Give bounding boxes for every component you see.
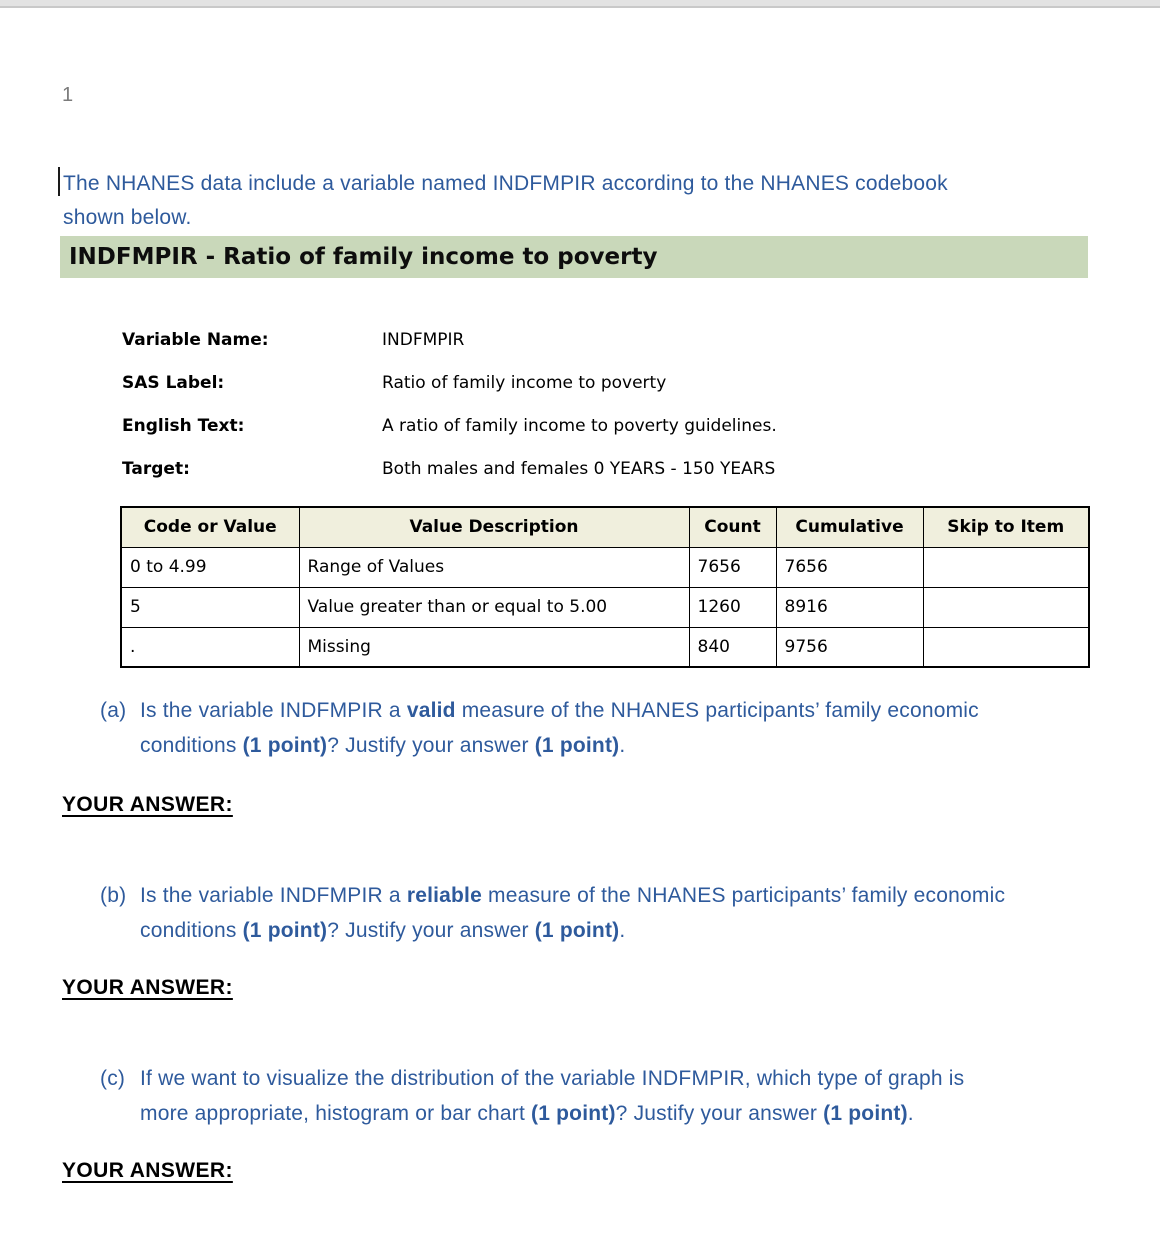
codebook-table: Code or Value Value Description Count Cumul… xyxy=(120,506,1090,668)
question-c: (c) If we want to visualize the distribu… xyxy=(100,1062,1110,1131)
text-line: If we want to visualize the distribution… xyxy=(140,1067,965,1090)
question-text: If we want to visualize the distribution… xyxy=(140,1062,1110,1131)
codebook-fields: Variable Name: INDFMPIR SAS Label: Ratio of… xyxy=(122,330,777,502)
table-row: . Missing 840 9756 xyxy=(120,626,1090,668)
table-cell: 840 xyxy=(688,626,777,668)
table-cell: Range of Values xyxy=(298,546,690,588)
question-a: (a) Is the variable INDFMPIR a valid mea… xyxy=(100,694,1110,763)
question-label: (c) xyxy=(100,1067,126,1090)
text-cursor xyxy=(58,167,60,196)
table-cell: 0 to 4.99 xyxy=(120,546,300,588)
field-label: English Text: xyxy=(122,416,245,436)
table-cell: 7656 xyxy=(775,546,924,588)
codebook-field: English Text: A ratio of family income to… xyxy=(122,416,777,459)
table-header-cell: Code or Value xyxy=(120,506,300,548)
answer-heading-a: YOUR ANSWER: xyxy=(62,793,233,816)
field-value: Both males and females 0 YEARS - 150 YEA… xyxy=(382,459,776,479)
table-header-cell: Count xyxy=(688,506,777,548)
table-row: 0 to 4.99 Range of Values 7656 7656 xyxy=(120,546,1090,588)
answer-heading-c: YOUR ANSWER: xyxy=(62,1159,233,1182)
field-label: Variable Name: xyxy=(122,330,269,350)
page-number: 1 xyxy=(62,84,74,106)
table-cell: 7656 xyxy=(688,546,777,588)
field-label: SAS Label: xyxy=(122,373,225,393)
question-label: (a) xyxy=(100,699,127,722)
table-header-cell: Cumulative xyxy=(775,506,924,548)
table-cell: Value greater than or equal to 5.00 xyxy=(298,586,690,628)
text-line: conditions (1 point)? Justify your answe… xyxy=(140,918,626,942)
text-line: The NHANES data include a variable named… xyxy=(63,172,948,195)
intro-paragraph: The NHANES data include a variable named… xyxy=(63,167,1073,235)
table-cell xyxy=(922,546,1090,588)
table-header-cell: Value Description xyxy=(298,506,690,548)
table-row: 5 Value greater than or equal to 5.00 1260… xyxy=(120,586,1090,628)
codebook-field: Variable Name: INDFMPIR xyxy=(122,330,777,373)
text-line: conditions (1 point)? Justify your answe… xyxy=(140,733,626,757)
answer-heading-b: YOUR ANSWER: xyxy=(62,976,233,999)
field-value: INDFMPIR xyxy=(382,330,465,350)
table-header-cell: Skip to Item xyxy=(922,506,1090,548)
text-line: Is the variable INDFMPIR a reliable meas… xyxy=(140,884,1006,907)
field-label: Target: xyxy=(122,459,190,479)
field-value: A ratio of family income to poverty guid… xyxy=(382,416,777,436)
text-line: shown below. xyxy=(63,206,192,229)
codebook-banner: INDFMPIR - Ratio of family income to pov… xyxy=(60,236,1088,278)
text-line: Is the variable INDFMPIR a valid measure… xyxy=(140,699,979,722)
table-cell: 9756 xyxy=(775,626,924,668)
table-cell: 5 xyxy=(120,586,300,628)
question-b: (b) Is the variable INDFMPIR a reliable … xyxy=(100,879,1110,948)
table-cell: Missing xyxy=(298,626,690,668)
text-line: more appropriate, histogram or bar chart… xyxy=(140,1101,914,1125)
question-text: Is the variable INDFMPIR a reliable meas… xyxy=(140,879,1110,948)
question-label: (b) xyxy=(100,884,127,907)
codebook-field: SAS Label: Ratio of family income to pove… xyxy=(122,373,777,416)
table-header-row: Code or Value Value Description Count Cumul… xyxy=(120,506,1090,548)
question-text: Is the variable INDFMPIR a valid measure… xyxy=(140,694,1110,763)
table-cell xyxy=(922,586,1090,628)
table-cell: 1260 xyxy=(688,586,777,628)
field-value: Ratio of family income to poverty xyxy=(382,373,667,393)
table-cell: . xyxy=(120,626,300,668)
table-cell: 8916 xyxy=(775,586,924,628)
table-cell xyxy=(922,626,1090,668)
codebook-field: Target: Both males and females 0 YEARS - … xyxy=(122,459,777,502)
window-top-edge xyxy=(0,0,1160,8)
